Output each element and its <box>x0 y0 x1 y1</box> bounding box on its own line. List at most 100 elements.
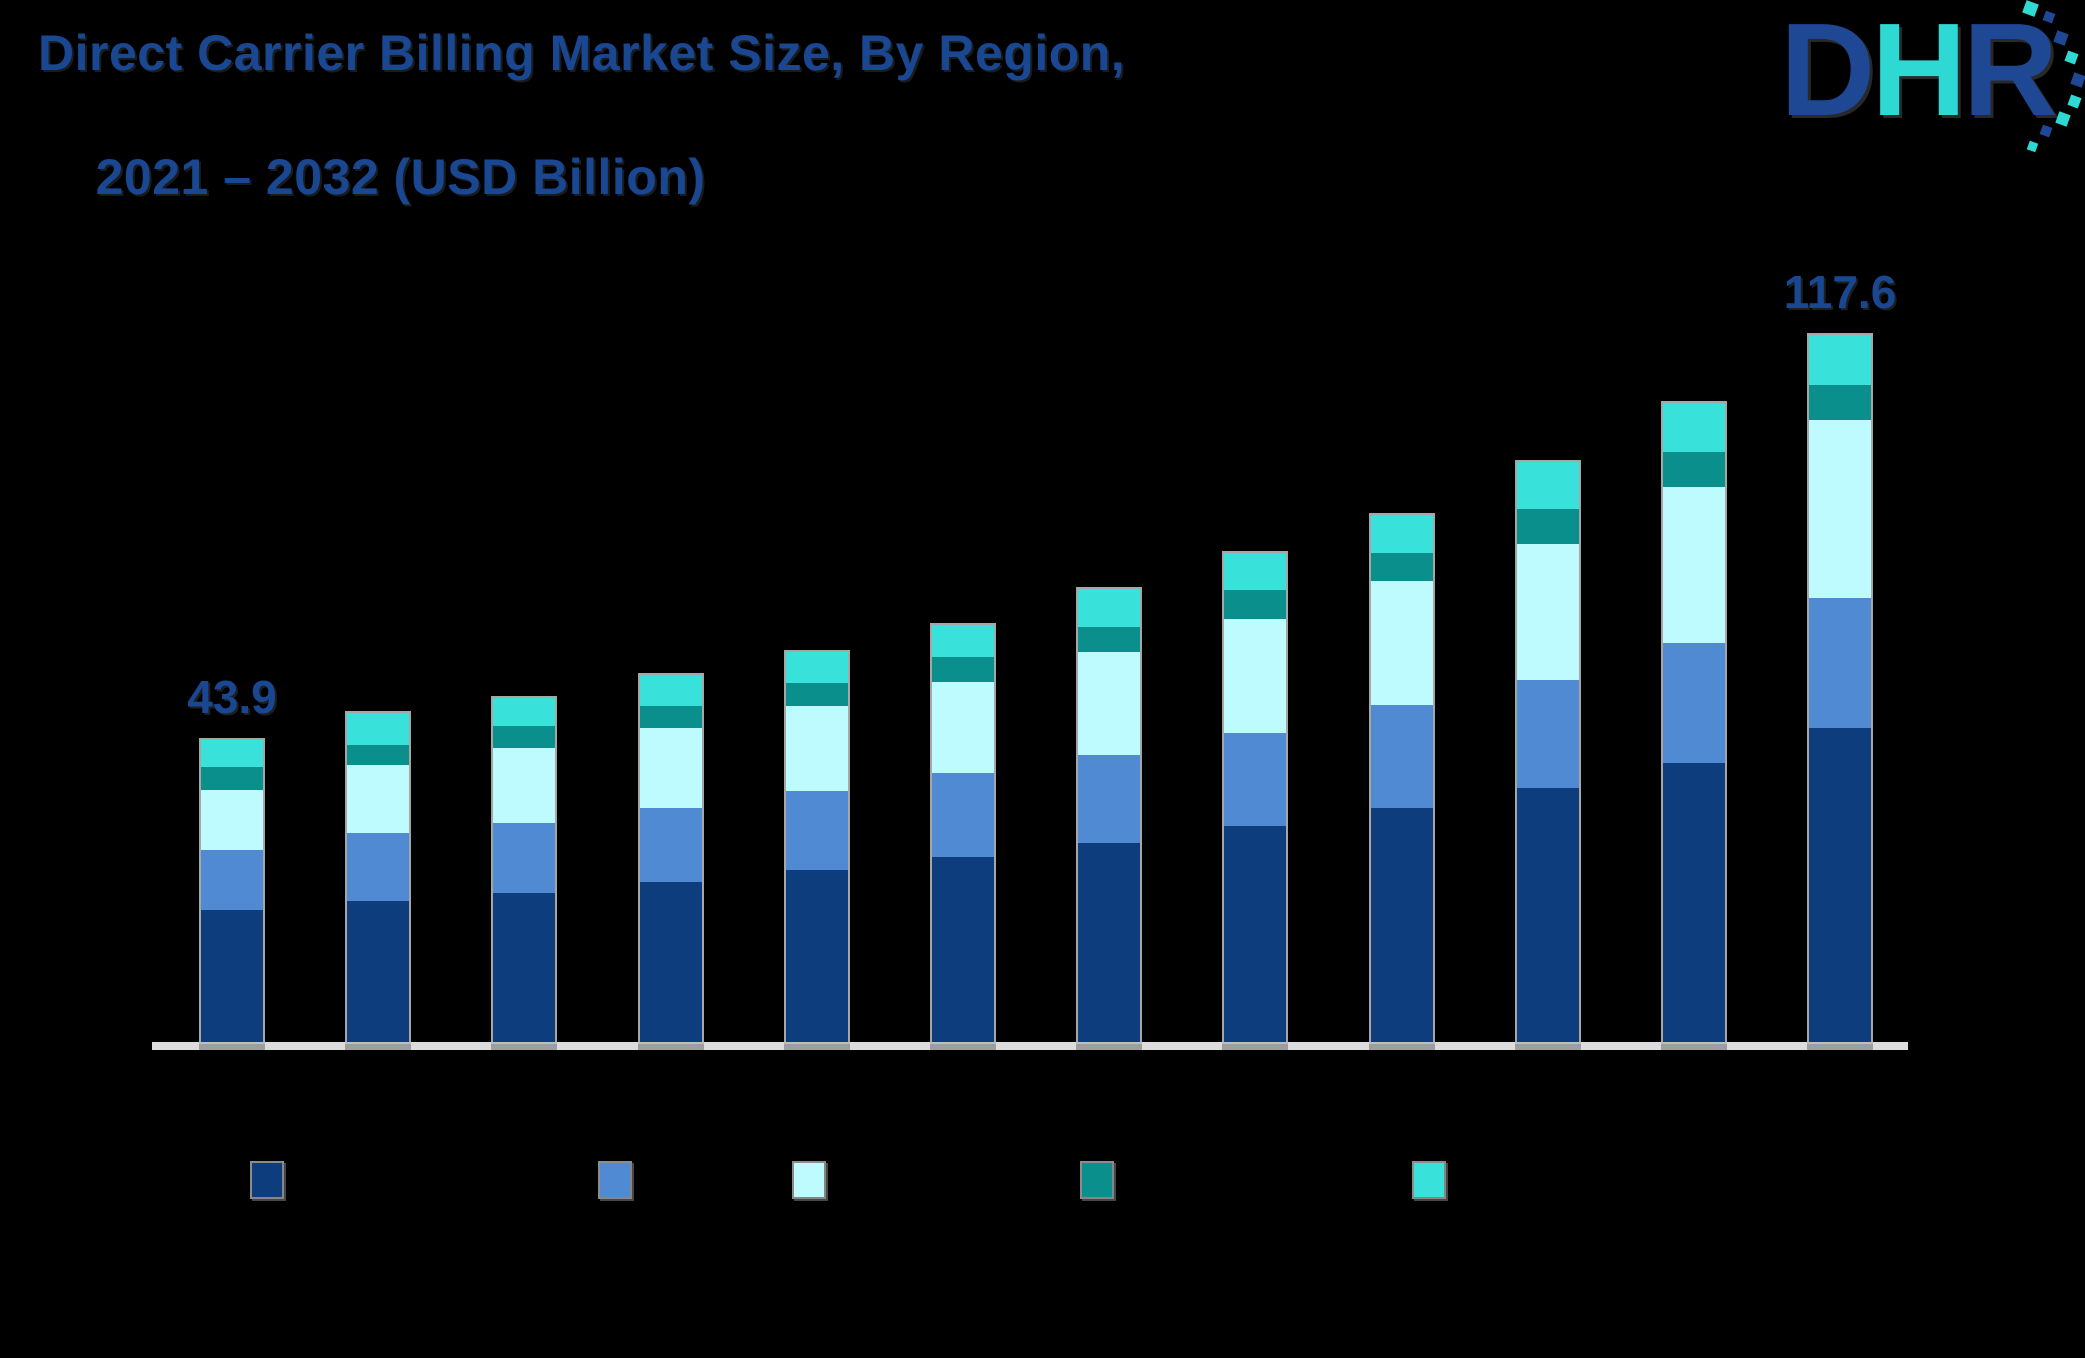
bar-2029-segment-region-2-medium-blue <box>1371 705 1433 808</box>
bar-2031-segment-region-1-navy <box>1663 763 1725 1042</box>
axis-shadow-notch-2022 <box>345 1042 411 1050</box>
bar-2028-segment-region-5-turquoise <box>1224 553 1286 590</box>
axis-shadow-notch-2021 <box>199 1042 265 1050</box>
bar-2022-segment-region-3-pale-cyan <box>347 765 409 833</box>
axis-shadow-notch-2032 <box>1807 1042 1873 1050</box>
bar-2031 <box>1663 403 1725 1042</box>
bar-2031-segment-region-2-medium-blue <box>1663 643 1725 763</box>
bar-2022-segment-region-2-medium-blue <box>347 833 409 901</box>
bar-2025-segment-region-4-dark-teal <box>786 683 848 706</box>
bar-2026-segment-region-1-navy <box>932 857 994 1042</box>
axis-shadow-notch-2030 <box>1515 1042 1581 1050</box>
bar-2026 <box>932 625 994 1042</box>
bar-2023-segment-region-3-pale-cyan <box>493 748 555 823</box>
bar-2032 <box>1809 335 1871 1042</box>
bar-2022-segment-region-1-navy <box>347 901 409 1042</box>
bar-2021-segment-region-3-pale-cyan <box>201 790 263 850</box>
bar-2032-segment-region-1-navy <box>1809 728 1871 1042</box>
value-label-2021: 43.9 <box>187 671 277 723</box>
bar-2023-segment-region-5-turquoise <box>493 698 555 726</box>
bar-2026-segment-region-2-medium-blue <box>932 773 994 857</box>
bar-2028-segment-region-1-navy <box>1224 826 1286 1042</box>
axis-shadow-notch-2023 <box>491 1042 557 1050</box>
bar-2028-segment-region-2-medium-blue <box>1224 733 1286 826</box>
bar-2025 <box>786 652 848 1042</box>
bar-2032-segment-region-3-pale-cyan <box>1809 420 1871 598</box>
chart-title: Direct Carrier Billing Market Size, By R… <box>38 22 1125 270</box>
axis-shadow-notch-2031 <box>1661 1042 1727 1050</box>
bar-2026-segment-region-5-turquoise <box>932 625 994 657</box>
legend-swatch-4 <box>1082 1163 1112 1197</box>
bar-2027-segment-region-3-pale-cyan <box>1078 652 1140 755</box>
chart-title-line-2: 2021 – 2032 (USD Billion) <box>95 149 706 205</box>
chart-title-line-1: Direct Carrier Billing Market Size, By R… <box>38 25 1126 81</box>
axis-shadow-notch-2027 <box>1076 1042 1142 1050</box>
bar-2023 <box>493 698 555 1042</box>
axis-shadow-notch-2024 <box>638 1042 704 1050</box>
value-label-2032: 117.6 <box>1783 266 1897 318</box>
bar-2031-segment-region-4-dark-teal <box>1663 452 1725 487</box>
brand-logo-text: DHR <box>1780 0 2058 145</box>
bar-2024-segment-region-2-medium-blue <box>640 808 702 882</box>
bar-2030-segment-region-3-pale-cyan <box>1517 544 1579 680</box>
bar-2023-segment-region-2-medium-blue <box>493 823 555 893</box>
bar-2032-segment-region-2-medium-blue <box>1809 598 1871 728</box>
bar-2030-segment-region-4-dark-teal <box>1517 509 1579 544</box>
bar-2021-segment-region-5-turquoise <box>201 740 263 767</box>
bar-2025-segment-region-3-pale-cyan <box>786 706 848 791</box>
bar-2025-segment-region-1-navy <box>786 870 848 1042</box>
legend-swatch-3 <box>794 1163 824 1197</box>
bar-2028-segment-region-3-pale-cyan <box>1224 619 1286 733</box>
legend-swatch-1 <box>252 1163 282 1197</box>
bar-2027-segment-region-1-navy <box>1078 843 1140 1042</box>
bar-2030-segment-region-2-medium-blue <box>1517 680 1579 788</box>
bar-2026-segment-region-4-dark-teal <box>932 657 994 682</box>
bar-2027-segment-region-4-dark-teal <box>1078 627 1140 652</box>
bar-2025-segment-region-2-medium-blue <box>786 791 848 870</box>
bar-2029-segment-region-3-pale-cyan <box>1371 581 1433 705</box>
bar-2024-segment-region-1-navy <box>640 882 702 1042</box>
bar-2025-segment-region-5-turquoise <box>786 652 848 683</box>
bar-2030 <box>1517 462 1579 1042</box>
axis-shadow-notch-2026 <box>930 1042 996 1050</box>
bar-2030-segment-region-1-navy <box>1517 788 1579 1042</box>
bar-2031-segment-region-3-pale-cyan <box>1663 487 1725 643</box>
brand-logo: DHR <box>1780 0 2085 160</box>
bar-2024-segment-region-5-turquoise <box>640 675 702 706</box>
logo-letter-r: R <box>1962 0 2058 143</box>
bar-2024-segment-region-4-dark-teal <box>640 706 702 728</box>
bar-2023-segment-region-1-navy <box>493 893 555 1042</box>
logo-letter-h: H <box>1871 0 1966 143</box>
bar-2024-segment-region-3-pale-cyan <box>640 728 702 808</box>
bar-2027-segment-region-5-turquoise <box>1078 589 1140 627</box>
bar-2031-segment-region-5-turquoise <box>1663 403 1725 452</box>
bar-2024 <box>640 675 702 1042</box>
bar-2023-segment-region-4-dark-teal <box>493 726 555 748</box>
axis-shadow-notch-2025 <box>784 1042 850 1050</box>
bar-2029 <box>1371 515 1433 1042</box>
bar-2021-segment-region-1-navy <box>201 910 263 1042</box>
bar-2029-segment-region-5-turquoise <box>1371 515 1433 553</box>
bar-2022 <box>347 713 409 1042</box>
bar-2029-segment-region-4-dark-teal <box>1371 553 1433 581</box>
bar-2028 <box>1224 553 1286 1042</box>
bar-2021-segment-region-4-dark-teal <box>201 767 263 790</box>
logo-letter-d: D <box>1780 0 1875 143</box>
legend-swatch-2 <box>600 1163 630 1197</box>
bar-2029-segment-region-1-navy <box>1371 808 1433 1042</box>
axis-shadow-notch-2029 <box>1369 1042 1435 1050</box>
bar-2030-segment-region-5-turquoise <box>1517 462 1579 509</box>
bar-2022-segment-region-4-dark-teal <box>347 745 409 765</box>
bar-2032-segment-region-5-turquoise <box>1809 335 1871 385</box>
bar-2021 <box>201 740 263 1042</box>
bar-2027-segment-region-2-medium-blue <box>1078 755 1140 843</box>
bar-2027 <box>1078 589 1140 1042</box>
bar-2021-segment-region-2-medium-blue <box>201 850 263 910</box>
x-axis-line <box>152 1042 1908 1050</box>
axis-shadow-notch-2028 <box>1222 1042 1288 1050</box>
bar-2022-segment-region-5-turquoise <box>347 713 409 745</box>
bar-2032-segment-region-4-dark-teal <box>1809 385 1871 420</box>
legend-swatch-5 <box>1414 1163 1444 1197</box>
